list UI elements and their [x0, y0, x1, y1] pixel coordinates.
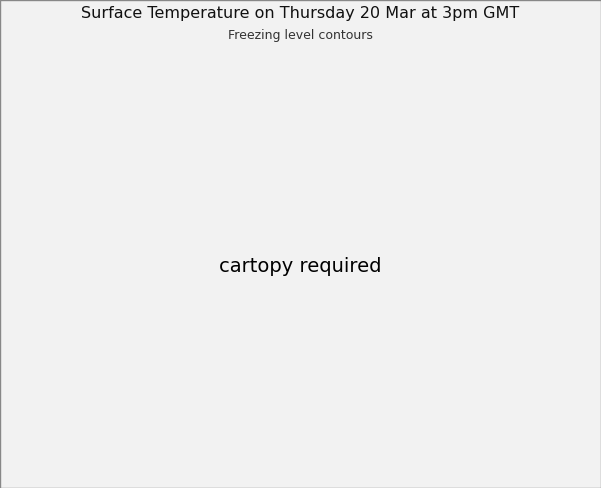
- Text: Freezing level contours: Freezing level contours: [228, 29, 373, 42]
- Text: Surface Temperature on Thursday 20 Mar at 3pm GMT: Surface Temperature on Thursday 20 Mar a…: [81, 6, 520, 21]
- Text: cartopy required: cartopy required: [219, 257, 382, 276]
